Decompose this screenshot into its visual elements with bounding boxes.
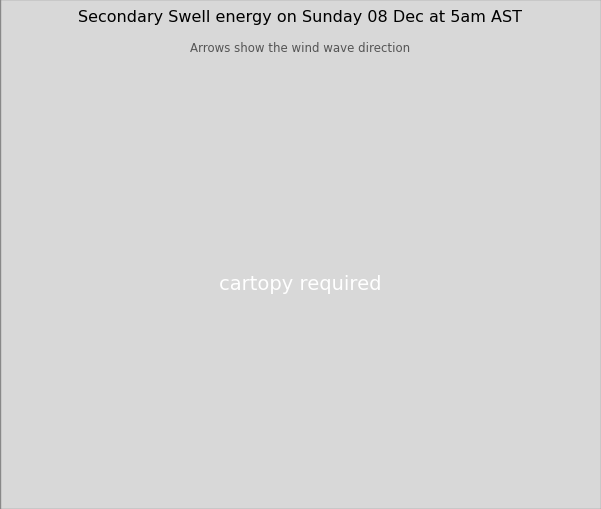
Text: cartopy required: cartopy required [219,274,382,293]
Text: Secondary Swell energy on Sunday 08 Dec at 5am AST: Secondary Swell energy on Sunday 08 Dec … [79,10,522,25]
Text: Arrows show the wind wave direction: Arrows show the wind wave direction [191,42,410,54]
